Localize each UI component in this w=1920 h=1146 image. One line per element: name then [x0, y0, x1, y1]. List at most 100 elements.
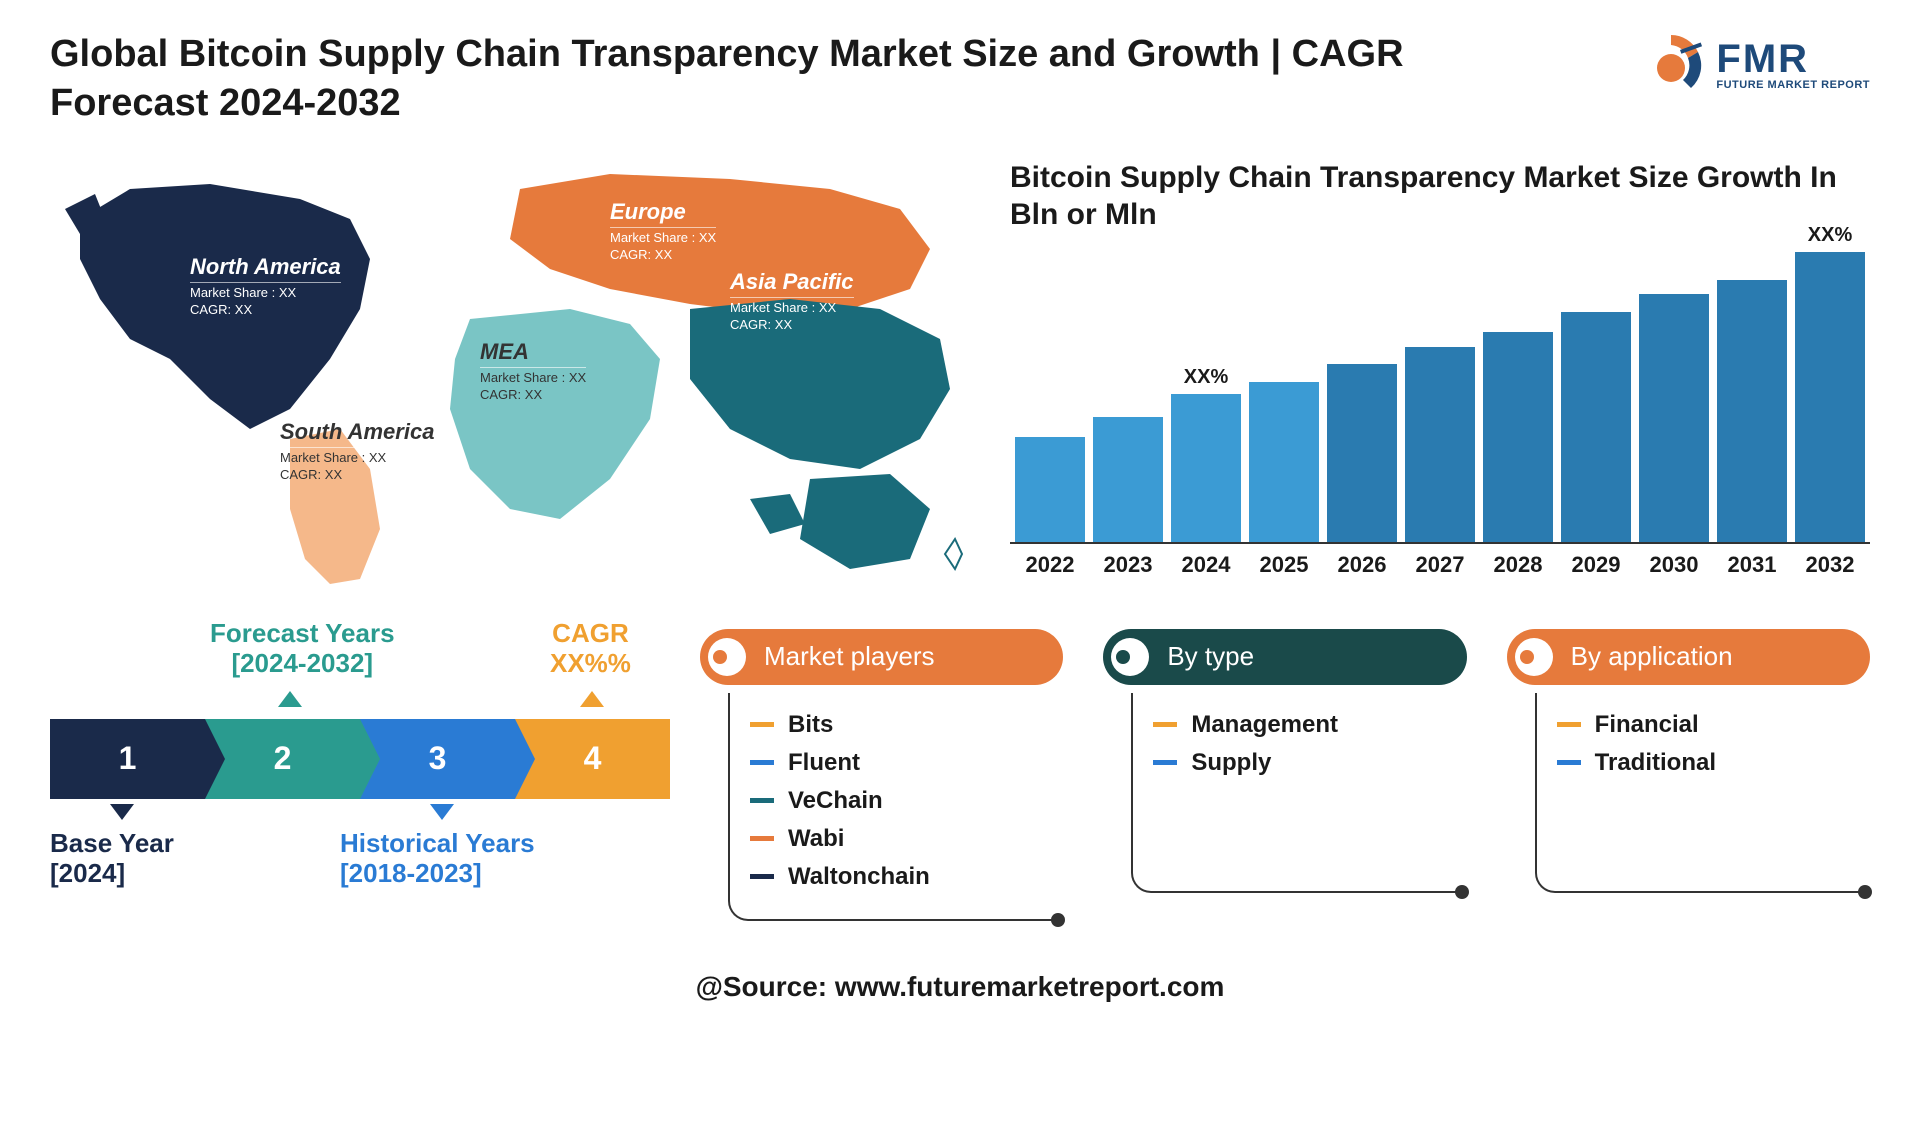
logo-icon: [1636, 30, 1706, 100]
region-label-sa: South America Market Share : XXCAGR: XX: [280, 419, 434, 484]
timeline-segment: 2: [205, 719, 360, 799]
bar: [1639, 294, 1709, 542]
base-title: Base Year: [50, 829, 174, 859]
base-label: Base Year [2024]: [50, 829, 174, 889]
chevron-right-icon: [205, 719, 225, 799]
year-label: 2029: [1561, 552, 1631, 578]
bar-wrap: [1639, 294, 1709, 542]
logo-big: FMR: [1716, 39, 1870, 79]
historical-arrow-icon: [430, 804, 454, 820]
chevron-right-icon: [515, 719, 535, 799]
header: Global Bitcoin Supply Chain Transparency…: [50, 30, 1870, 129]
info-item-label: Management: [1191, 711, 1338, 739]
region-stats: Market Share : XXCAGR: XX: [190, 282, 341, 319]
source-text: @Source: www.futuremarketreport.com: [50, 971, 1870, 1003]
year-label: 2031: [1717, 552, 1787, 578]
bar: [1015, 437, 1085, 542]
region-stats: Market Share : XXCAGR: XX: [610, 227, 716, 264]
main-row: North America Market Share : XXCAGR: XXS…: [50, 159, 1870, 589]
info-item-label: Supply: [1191, 749, 1271, 777]
pill-dot-icon: [1111, 638, 1149, 676]
year-label: 2028: [1483, 552, 1553, 578]
cagr-title: CAGR: [550, 619, 631, 649]
pill-dot-icon: [708, 638, 746, 676]
timeline-bar: 1234: [50, 719, 670, 799]
info-item: Traditional: [1557, 749, 1850, 777]
bar: [1249, 382, 1319, 542]
item-dash-icon: [750, 798, 774, 803]
historical-label: Historical Years [2018-2023]: [340, 829, 535, 889]
info-item-label: Waltonchain: [788, 863, 930, 891]
info-item: Waltonchain: [750, 863, 1043, 891]
info-pill: Market players: [700, 629, 1063, 685]
cagr-sub: XX%%: [550, 649, 631, 679]
bar-chart: XX% XX%: [1010, 244, 1870, 544]
info-pill-title: By application: [1571, 641, 1733, 672]
info-bracket: Financial Traditional: [1535, 693, 1870, 893]
year-label: 2027: [1405, 552, 1475, 578]
region-name: Asia Pacific: [730, 269, 854, 295]
info-pill-title: By type: [1167, 641, 1254, 672]
cagr-label: CAGR XX%%: [550, 619, 631, 679]
bar: [1327, 364, 1397, 542]
bar-wrap: XX%: [1795, 252, 1865, 542]
item-dash-icon: [750, 836, 774, 841]
item-dash-icon: [750, 760, 774, 765]
info-pill: By application: [1507, 629, 1870, 685]
region-name: Europe: [610, 199, 716, 225]
bar-wrap: [1717, 280, 1787, 542]
bar-wrap: [1015, 437, 1085, 542]
bar-wrap: [1093, 417, 1163, 542]
bottom-row: Forecast Years [2024-2032] CAGR XX%% 123…: [50, 629, 1870, 921]
timeline-segment: 3: [360, 719, 515, 799]
region-name: South America: [280, 419, 434, 445]
info-item: Fluent: [750, 749, 1043, 777]
page-title: Global Bitcoin Supply Chain Transparency…: [50, 30, 1500, 129]
region-stats: Market Share : XXCAGR: XX: [280, 447, 434, 484]
bar: [1171, 394, 1241, 542]
bar: [1405, 347, 1475, 542]
logo-small: FUTURE MARKET REPORT: [1716, 79, 1870, 91]
year-label: 2032: [1795, 552, 1865, 578]
bar-top-label: XX%: [1184, 366, 1228, 389]
year-axis: 2022202320242025202620272028202920302031…: [1010, 544, 1870, 578]
info-bracket: Bits Fluent VeChain Wabi Waltonchain: [728, 693, 1063, 921]
forecast-label: Forecast Years [2024-2032]: [210, 619, 395, 679]
historical-sub: [2018-2023]: [340, 859, 535, 889]
bar: [1483, 332, 1553, 542]
base-sub: [2024]: [50, 859, 174, 889]
region-stats: Market Share : XXCAGR: XX: [480, 367, 586, 404]
item-dash-icon: [750, 874, 774, 879]
historical-title: Historical Years: [340, 829, 535, 859]
info-item-label: Financial: [1595, 711, 1699, 739]
item-dash-icon: [1557, 760, 1581, 765]
bar: [1717, 280, 1787, 542]
timeline-segment: 4: [515, 719, 670, 799]
info-item: Wabi: [750, 825, 1043, 853]
year-label: 2024: [1171, 552, 1241, 578]
info-bracket: Management Supply: [1131, 693, 1466, 893]
info-item-label: Wabi: [788, 825, 844, 853]
info-card: By type Management Supply: [1103, 629, 1466, 921]
bar-top-label: XX%: [1808, 224, 1852, 247]
year-label: 2023: [1093, 552, 1163, 578]
chart-title: Bitcoin Supply Chain Transparency Market…: [1010, 159, 1870, 234]
item-dash-icon: [750, 722, 774, 727]
forecast-arrow-icon: [278, 691, 302, 707]
info-pill-title: Market players: [764, 641, 935, 672]
region-label-mea: MEA Market Share : XXCAGR: XX: [480, 339, 586, 404]
pill-dot-icon: [1515, 638, 1553, 676]
chevron-right-icon: [360, 719, 380, 799]
year-label: 2030: [1639, 552, 1709, 578]
info-item-label: Bits: [788, 711, 833, 739]
info-card: Market players Bits Fluent VeChain Wabi …: [700, 629, 1063, 921]
info-item: Financial: [1557, 711, 1850, 739]
region-label-ap: Asia Pacific Market Share : XXCAGR: XX: [730, 269, 854, 334]
info-item-label: VeChain: [788, 787, 883, 815]
bar-wrap: XX%: [1171, 394, 1241, 542]
info-item-label: Traditional: [1595, 749, 1716, 777]
bar: [1561, 312, 1631, 542]
bar-wrap: [1327, 364, 1397, 542]
year-label: 2022: [1015, 552, 1085, 578]
forecast-title: Forecast Years: [210, 619, 395, 649]
